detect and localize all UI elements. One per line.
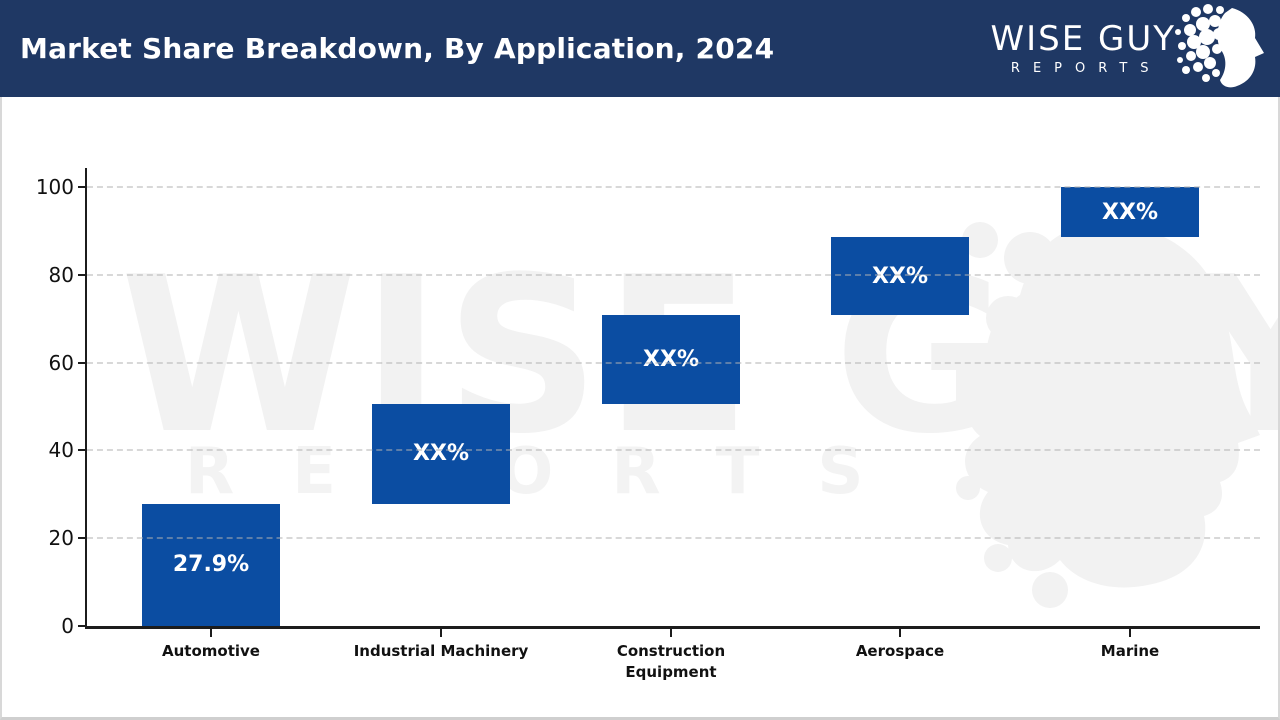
bar-value-label: XX% [413,441,469,467]
category-label: Industrial Machinery [353,642,529,660]
category-label: Construction Equipment [616,642,726,681]
x-axis-tick [899,629,901,637]
gridline-100 [87,186,1260,188]
brand-logo: WISE GUY REPORTS [990,3,1270,94]
bar-segment: XX% [831,237,969,316]
y-axis-tick [78,186,86,188]
bar-value-label: XX% [872,263,928,289]
y-axis-tick [78,361,86,364]
category-label: Automotive [162,642,260,660]
brand-head-icon [1175,3,1264,87]
gridline-80 [87,273,1260,276]
gridline-20 [87,537,1260,540]
page-title: Market Share Breakdown, By Application, … [20,32,775,65]
x-axis-tick [440,629,442,637]
x-axis-line [85,626,1260,629]
y-tick-label: 60 [48,350,74,375]
bar-segment: XX% [372,403,510,504]
y-axis-tick [78,537,86,540]
brand-logo-text: WISE GUY REPORTS [990,22,1176,76]
brand-logo-line2: REPORTS [1010,60,1162,76]
category-label: Marine [1100,642,1160,660]
y-axis-tick [78,625,86,627]
gridline-60 [87,361,1260,364]
bar-value-label: 27.9% [172,552,250,578]
header-bar: Market Share Breakdown, By Application, … [0,0,1280,97]
y-axis-line [85,168,87,628]
y-tick-label: 0 [61,614,74,638]
bar-segment: 27.9% [142,503,280,626]
y-axis-tick [78,273,86,276]
bar-segment: XX% [1061,187,1199,238]
brand-logo-line1: WISE GUY [990,18,1176,59]
bar-value-label: XX% [643,347,699,373]
y-axis-tick [78,449,86,452]
y-tick-label: 20 [48,526,74,551]
y-tick-label: 40 [48,438,74,463]
bar-segment: XX% [602,315,740,404]
x-axis-tick [1129,629,1131,637]
gridline-40 [87,449,1260,452]
y-tick-label: 100 [35,175,74,199]
category-label: Aerospace [855,642,945,660]
bar-value-label: XX% [1102,199,1158,225]
x-axis-tick [210,629,212,637]
x-axis-tick [670,629,672,637]
y-tick-label: 80 [48,262,74,287]
